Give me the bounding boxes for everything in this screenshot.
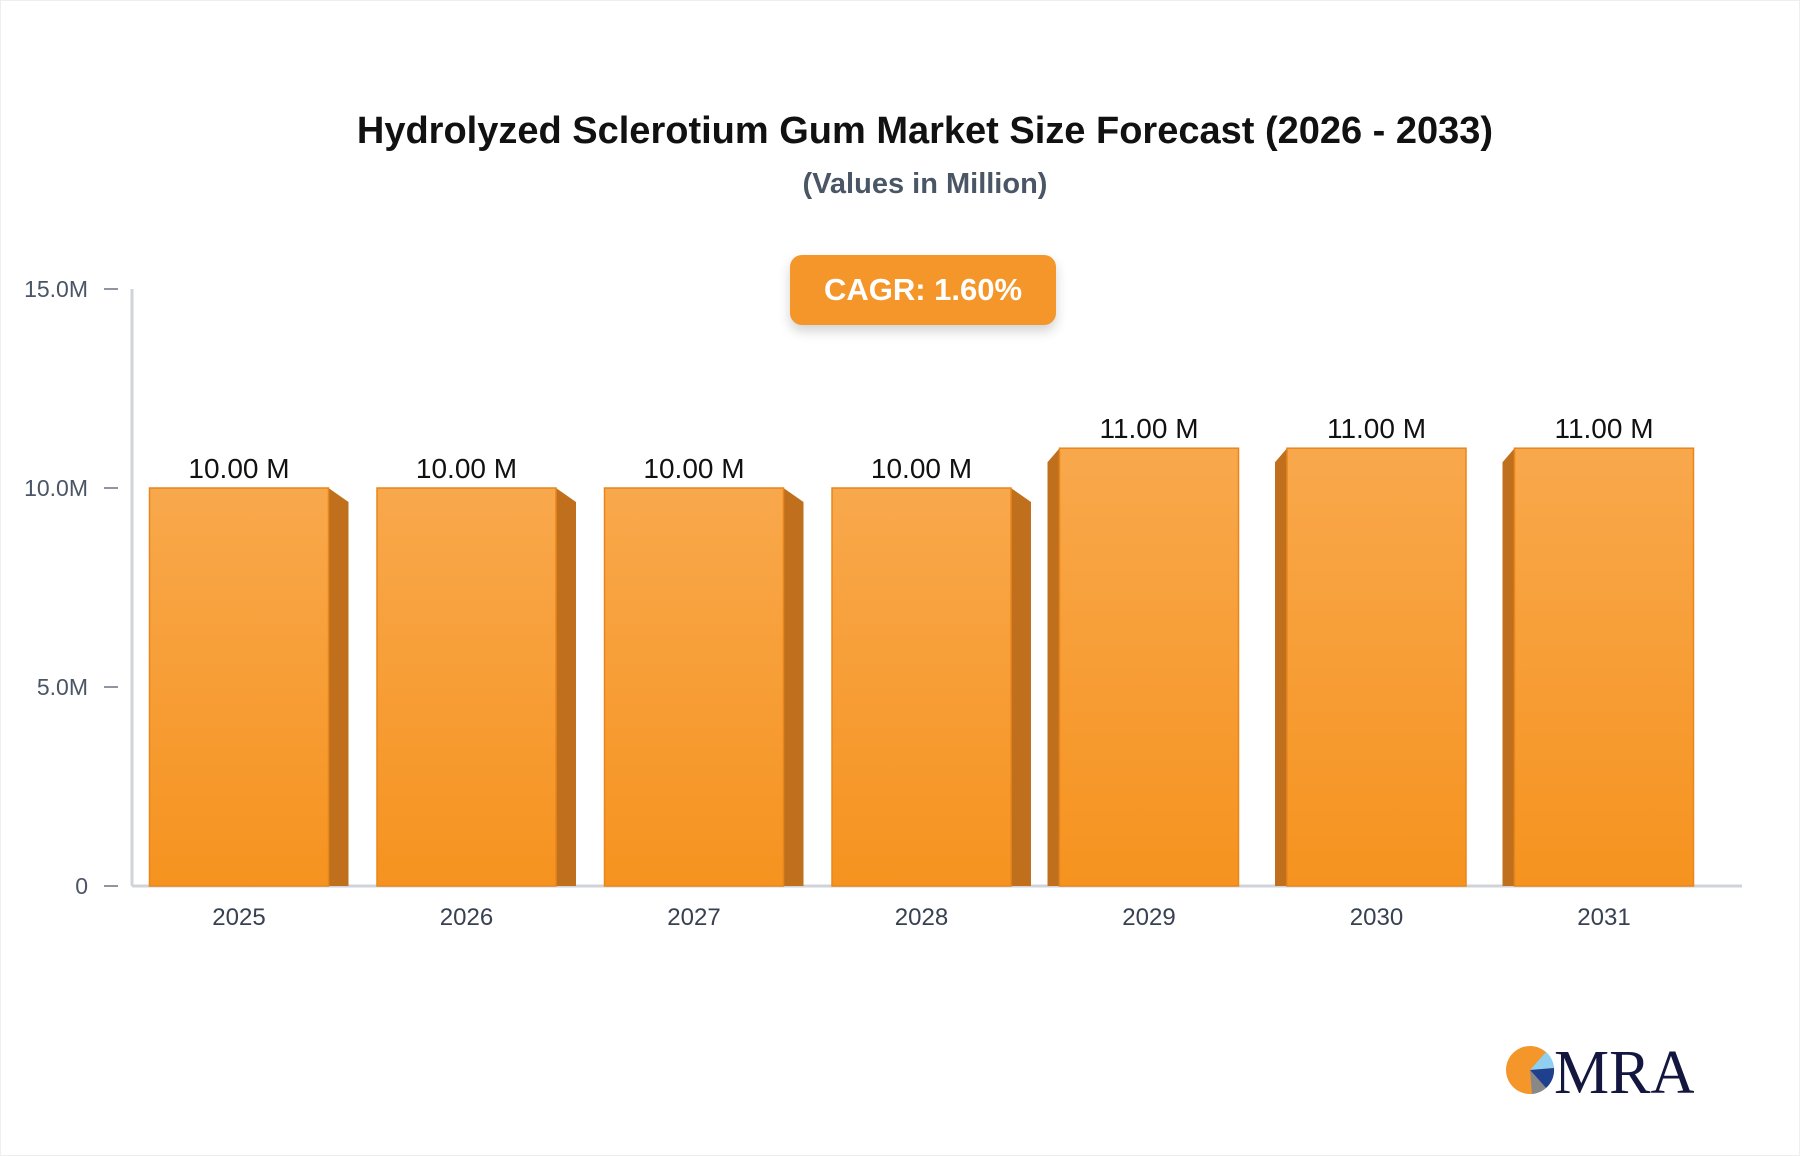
data-label: 10.00 M — [416, 453, 517, 484]
bar — [1513, 447, 1695, 887]
bar — [1058, 447, 1240, 887]
x-tick-label: 2026 — [440, 904, 493, 931]
data-label: 10.00 M — [871, 453, 972, 484]
cagr-badge: CAGR: 1.60% — [790, 255, 1056, 325]
bar-side — [1502, 448, 1515, 886]
bar — [831, 487, 1012, 887]
bar-side — [783, 488, 804, 886]
bar — [1286, 447, 1467, 887]
bar — [148, 487, 330, 887]
bar-side — [1275, 448, 1287, 886]
y-tick-label: 10.0M — [24, 475, 88, 501]
x-tick-label: 2025 — [212, 904, 265, 931]
bar — [376, 487, 557, 887]
bar-side — [556, 488, 576, 886]
data-label: 11.00 M — [1099, 413, 1198, 444]
chart-subtitle: (Values in Million) — [802, 168, 1048, 200]
y-tick-label: 5.0M — [37, 674, 88, 700]
bar-side — [1011, 488, 1031, 886]
data-label: 11.00 M — [1554, 413, 1653, 444]
logo-pie-icon: MRA — [1506, 1040, 1694, 1100]
x-tick-label: 2031 — [1577, 904, 1630, 931]
bar-side — [328, 488, 349, 886]
data-label: 11.00 M — [1327, 413, 1426, 444]
x-tick-label: 2028 — [895, 904, 948, 931]
y-tick-label: 15.0M — [24, 276, 88, 302]
logo-text: MRA — [1554, 1040, 1694, 1100]
x-tick-label: 2027 — [667, 904, 720, 931]
bar — [603, 487, 785, 887]
x-tick-label: 2030 — [1350, 904, 1403, 931]
y-tick-label: 0 — [75, 873, 88, 899]
chart-title: Hydrolyzed Sclerotium Gum Market Size Fo… — [356, 110, 1494, 152]
x-tick-label: 2029 — [1122, 904, 1175, 931]
bar-side — [1047, 448, 1060, 886]
data-label: 10.00 M — [188, 453, 289, 484]
mra-logo: MRA — [1504, 1040, 1694, 1100]
data-label: 10.00 M — [643, 453, 744, 484]
